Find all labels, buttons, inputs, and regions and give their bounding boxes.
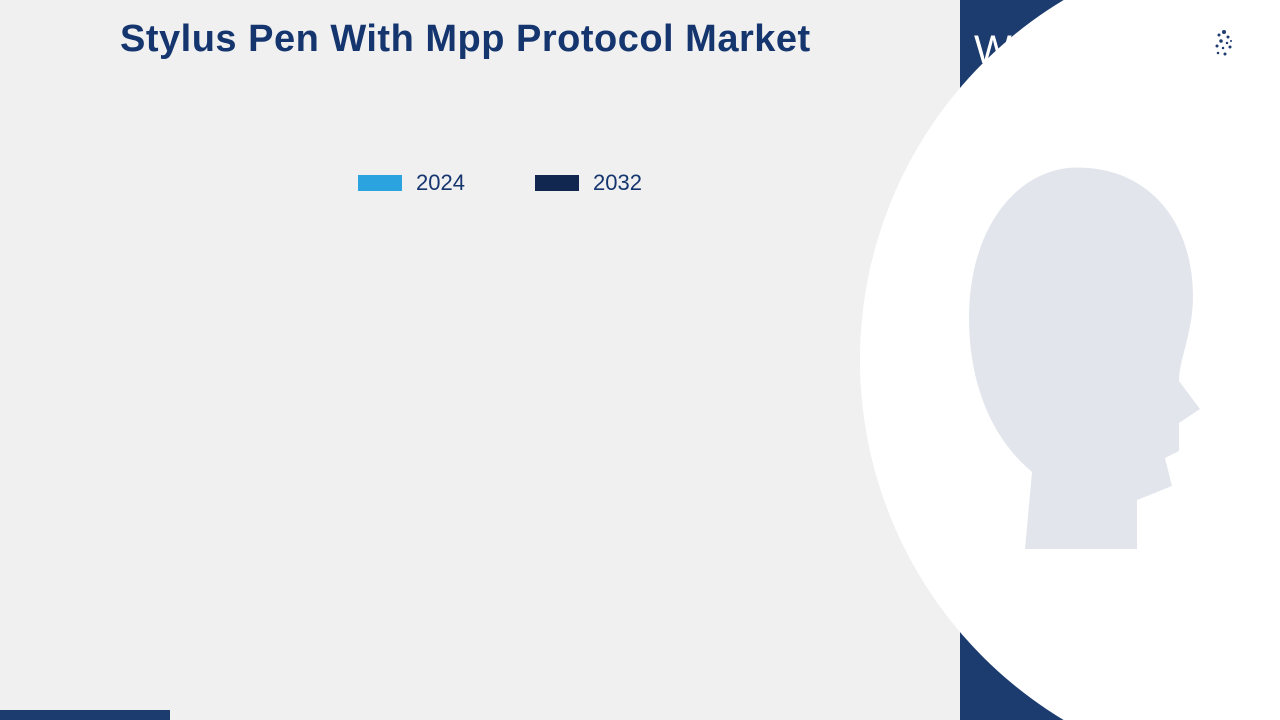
chart-title: Stylus Pen With Mpp Protocol Market xyxy=(120,18,811,61)
brand-head-icon xyxy=(1190,20,1250,80)
bottom-accent-bar xyxy=(0,710,170,720)
circle-head-silhouette xyxy=(880,150,1240,570)
brand-subtitle: REPORTS xyxy=(974,76,1248,94)
canvas: WISE GUY R E P O R T S WISE GUY xyxy=(0,0,1280,720)
legend-label-2032: 2032 xyxy=(593,170,642,196)
brand-logo: WISE GUY REPORTS xyxy=(974,20,1250,94)
legend-item-2032: 2032 xyxy=(535,170,642,196)
legend: 2024 2032 xyxy=(0,170,1000,196)
legend-item-2024: 2024 xyxy=(358,170,465,196)
legend-swatch-2024 xyxy=(358,175,402,191)
legend-label-2024: 2024 xyxy=(416,170,465,196)
legend-swatch-2032 xyxy=(535,175,579,191)
